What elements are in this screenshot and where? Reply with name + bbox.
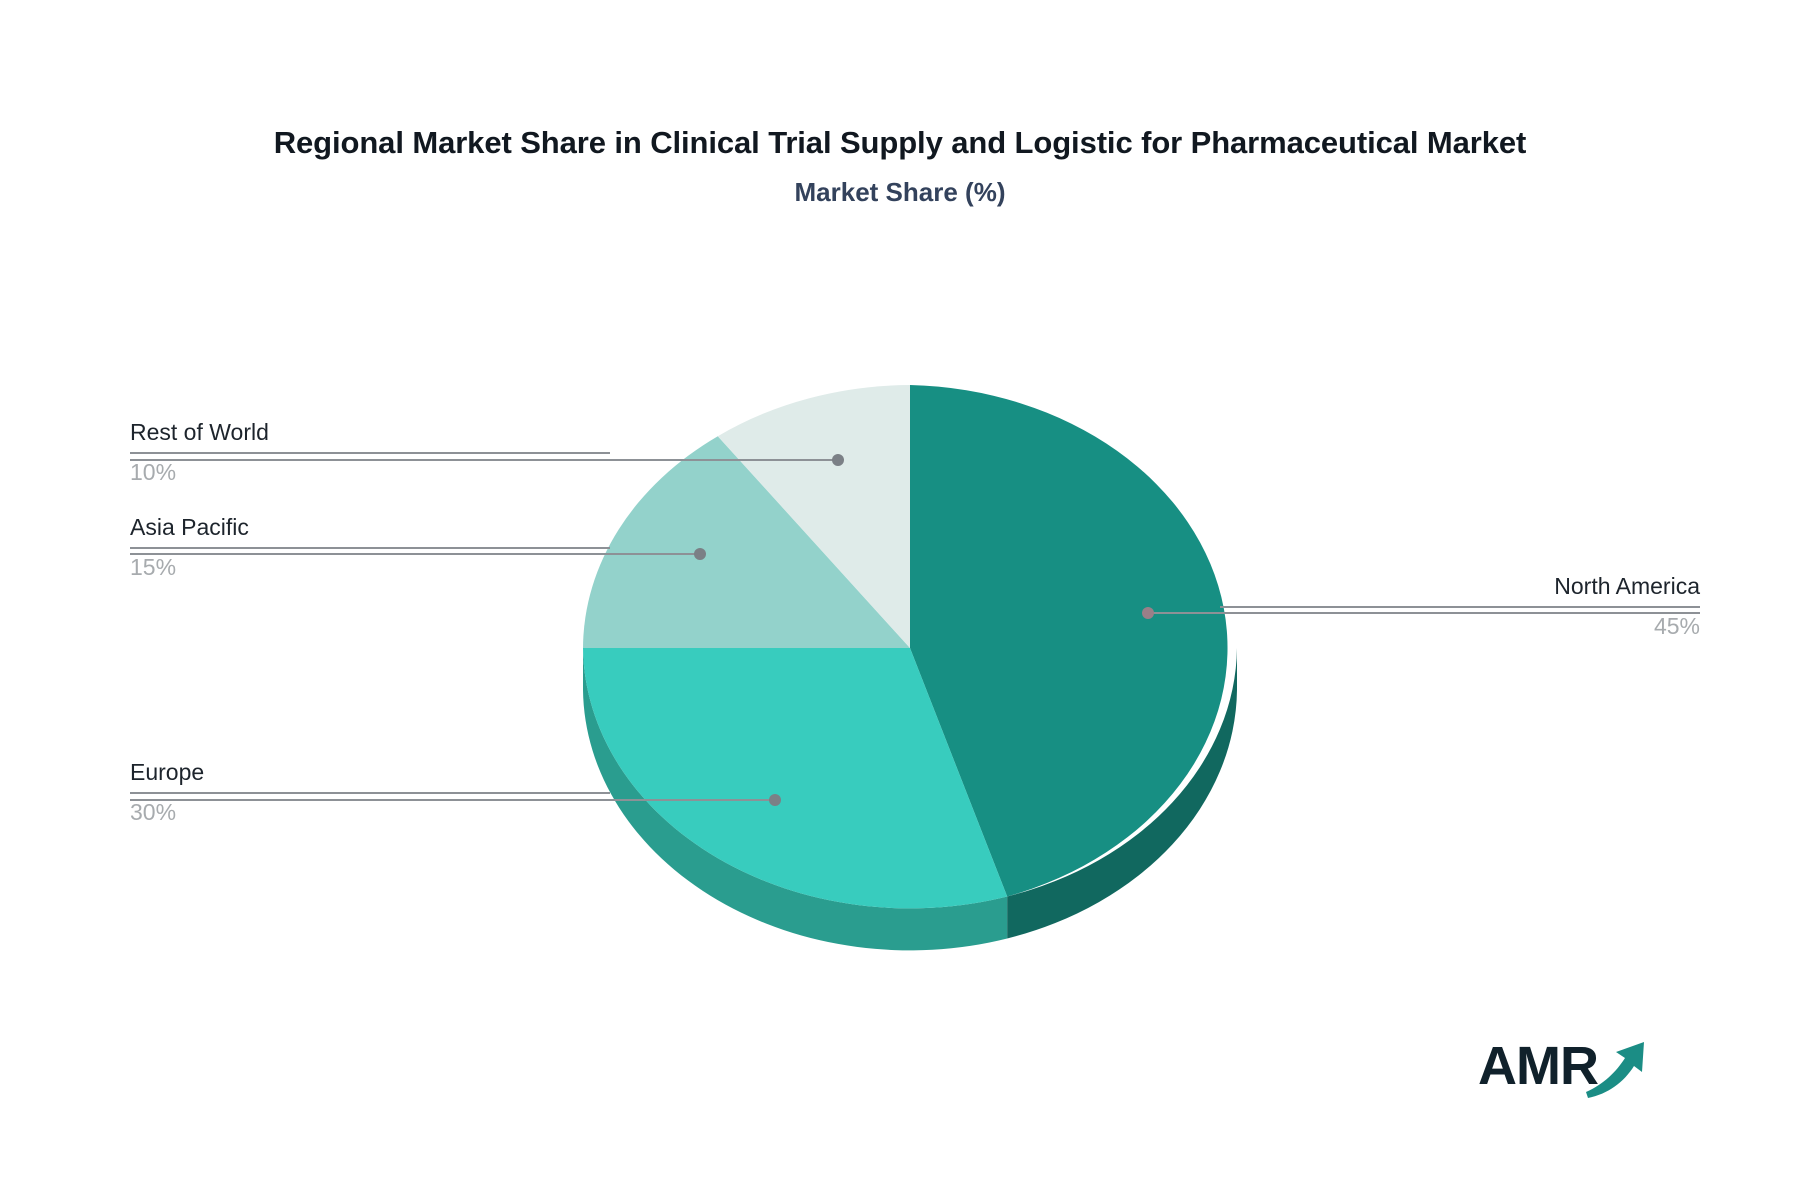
callout-europe: Europe 30% — [130, 758, 610, 827]
callout-asia-pacific: Asia Pacific 15% — [130, 513, 610, 582]
callout-rule — [130, 451, 610, 454]
leader-dot-europe — [769, 794, 781, 806]
pie-slice-north-america — [910, 385, 1228, 897]
leader-dot-rest-of-world — [832, 454, 844, 466]
pie-slice-rest-of-world — [717, 385, 910, 648]
pie-side-europe — [583, 648, 1008, 951]
amr-wordmark: AMR — [1478, 1036, 1598, 1096]
callout-value: 30% — [130, 798, 177, 825]
callout-label: North America — [1554, 573, 1700, 599]
callout-rule — [130, 791, 610, 794]
leader-lines-group — [130, 459, 1700, 801]
callout-value: 15% — [130, 553, 177, 580]
amr-logo: AMR — [1478, 1036, 1644, 1098]
growth-arrow-icon — [1586, 1042, 1644, 1098]
chart-title: Regional Market Share in Clinical Trial … — [273, 125, 1527, 160]
pie-depth-group — [583, 648, 1237, 951]
pie-slices-group — [583, 385, 1228, 909]
callout-value: 10% — [130, 458, 177, 485]
pie-slice-europe — [583, 648, 1008, 909]
callout-value: 45% — [1653, 612, 1700, 639]
callout-label: Asia Pacific — [130, 514, 249, 540]
callout-north-america: North America 45% — [1220, 572, 1700, 641]
chart-subtitle: Market Share (%) — [794, 177, 1006, 208]
callout-rule — [1220, 605, 1700, 608]
leader-dot-north-america — [1142, 607, 1154, 619]
callout-rule — [130, 546, 610, 549]
pie-slice-asia-pacific — [583, 436, 910, 648]
callout-label: Rest of World — [130, 419, 269, 445]
callout-label: Europe — [130, 759, 205, 785]
chart-header: Regional Market Share in Clinical Trial … — [0, 124, 1800, 208]
leader-dot-asia-pacific — [694, 548, 706, 560]
callout-rest-of-world: Rest of World 10% — [130, 418, 610, 487]
pie-side-north-america — [1007, 648, 1237, 939]
leader-dots-group — [694, 454, 1154, 806]
